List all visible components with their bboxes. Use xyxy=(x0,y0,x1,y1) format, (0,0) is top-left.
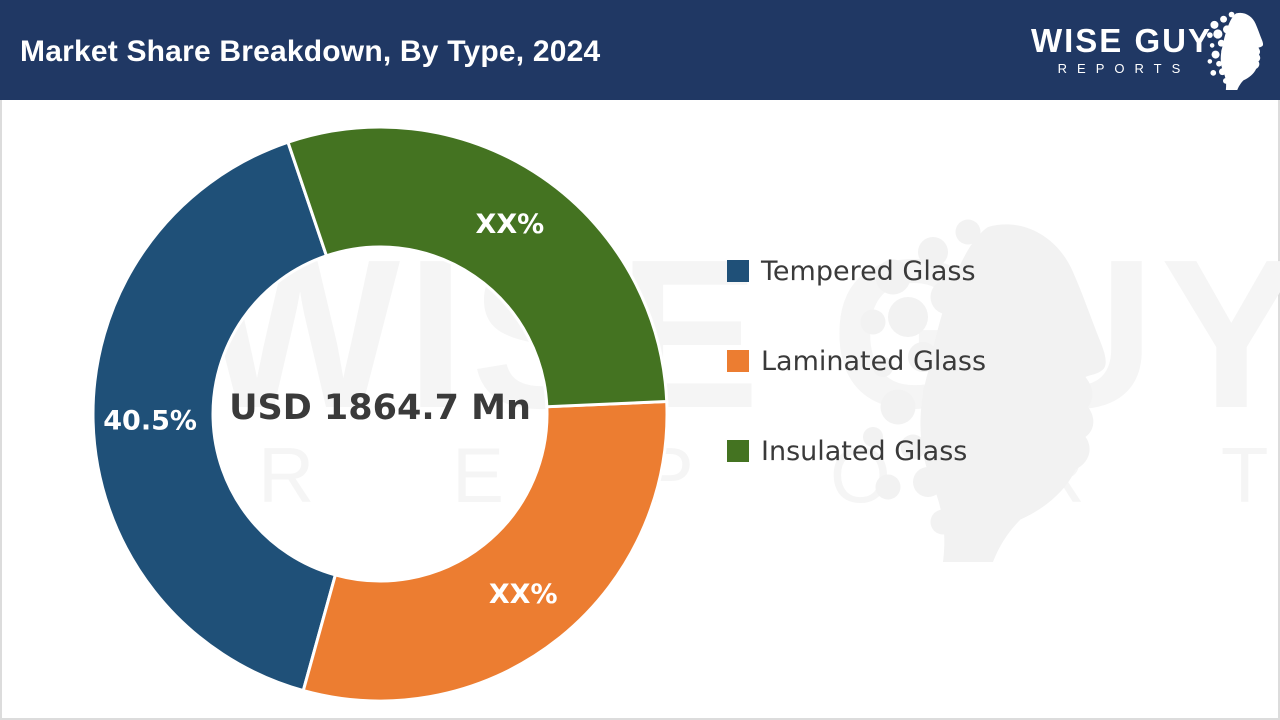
brand-logo: WISE GUY REPORTS xyxy=(1031,8,1264,92)
header: Market Share Breakdown, By Type, 2024 WI… xyxy=(0,0,1280,100)
logo-subtext: REPORTS xyxy=(1057,61,1191,76)
slice-laminated-glass xyxy=(301,399,669,703)
legend-item-insulated-glass: Insulated Glass xyxy=(727,435,986,467)
legend-swatch-tempered-glass xyxy=(727,260,749,282)
legend-label-insulated-glass: Insulated Glass xyxy=(761,435,968,467)
watermark-reports: R E P O R T S xyxy=(258,431,1280,519)
chart-center-value: USD 1864.7 Mn xyxy=(229,388,531,428)
legend-swatch-insulated-glass xyxy=(727,440,749,462)
donut-chart: 40.5% XX% XX% xyxy=(91,125,669,703)
legend-item-laminated-glass: Laminated Glass xyxy=(727,345,987,377)
legend-label-laminated-glass: Laminated Glass xyxy=(761,345,987,377)
slice-label-insulated-glass: XX% xyxy=(476,209,545,240)
logo-head-icon xyxy=(1206,10,1264,90)
slice-insulated-glass xyxy=(286,125,669,409)
slice-label-laminated-glass: XX% xyxy=(489,579,558,610)
legend: Tempered Glass Laminated Glass Insulated… xyxy=(727,256,986,526)
legend-label-tempered-glass: Tempered Glass xyxy=(761,255,976,287)
logo-text: WISE GUY REPORTS xyxy=(1030,22,1212,77)
legend-item-tempered-glass: Tempered Glass xyxy=(727,255,986,287)
legend-swatch-laminated-glass xyxy=(727,350,749,372)
slice-label-tempered-glass: 40.5% xyxy=(103,405,197,436)
slice-tempered-glass xyxy=(91,140,338,693)
logo-wordmark: WISE GUY xyxy=(1030,22,1212,59)
page-title: Market Share Breakdown, By Type, 2024 xyxy=(20,35,601,68)
